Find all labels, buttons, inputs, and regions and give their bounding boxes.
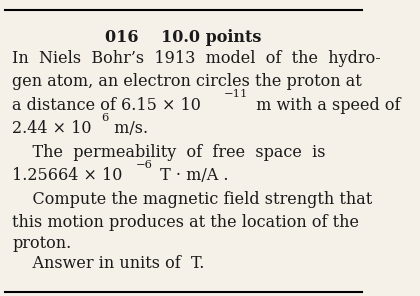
Text: m with a speed of: m with a speed of [251,97,400,114]
Text: gen atom, an electron circles the proton at: gen atom, an electron circles the proton… [12,73,362,90]
Text: −11: −11 [224,89,248,99]
Text: In  Niels  Bohr’s  1913  model  of  the  hydro-: In Niels Bohr’s 1913 model of the hydro- [12,50,381,67]
Text: proton.: proton. [12,234,71,252]
Text: 6: 6 [101,113,108,123]
Text: −6: −6 [136,160,153,170]
Text: 1.25664 × 10: 1.25664 × 10 [12,167,123,184]
Text: Compute the magnetic field strength that: Compute the magnetic field strength that [12,191,373,207]
Text: 016    10.0 points: 016 10.0 points [105,29,262,46]
Text: The  permeability  of  free  space  is: The permeability of free space is [12,144,326,161]
Text: a distance of 6.15 × 10: a distance of 6.15 × 10 [12,97,201,114]
Text: 2.44 × 10: 2.44 × 10 [12,120,92,137]
Text: T · m/A .: T · m/A . [155,167,228,184]
Text: this motion produces at the location of the: this motion produces at the location of … [12,214,360,231]
Text: Answer in units of  T.: Answer in units of T. [12,255,205,272]
Text: m/s.: m/s. [109,120,149,137]
